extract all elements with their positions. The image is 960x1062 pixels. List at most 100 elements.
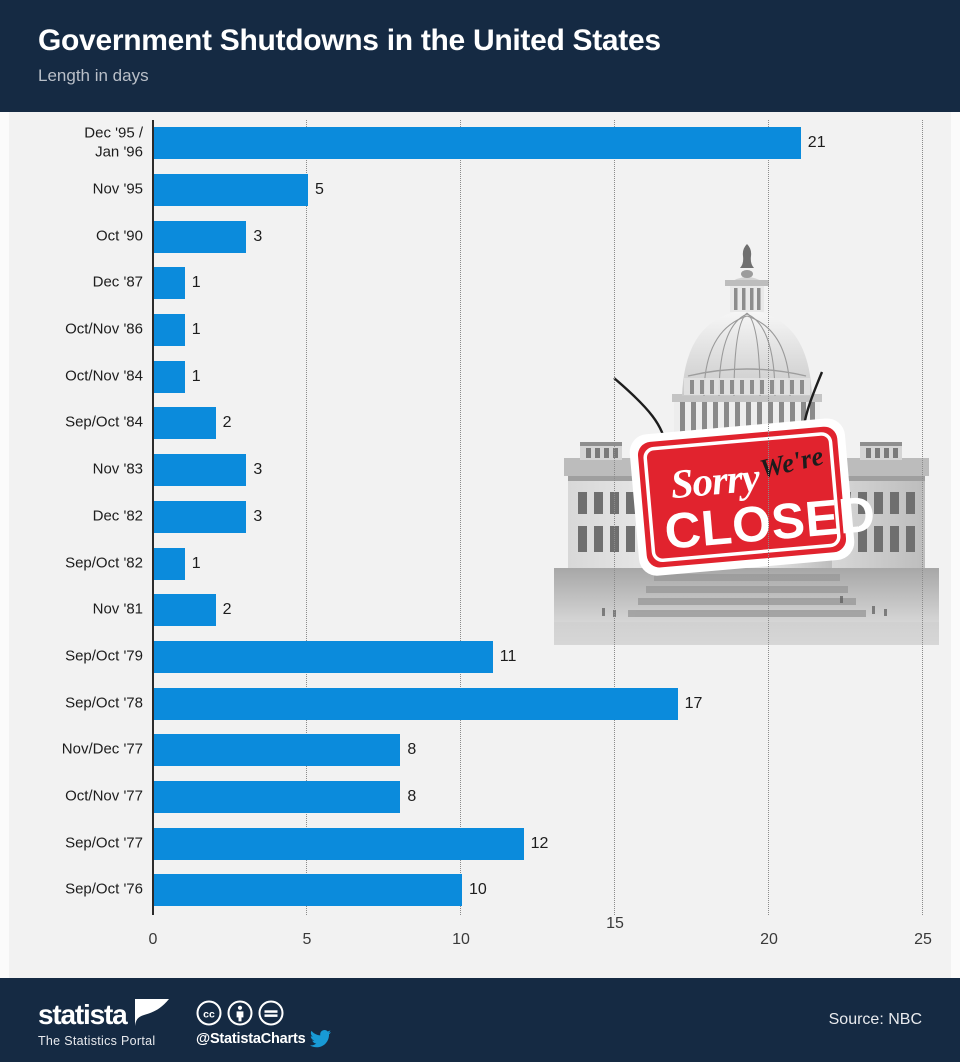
- statista-logo[interactable]: statista The Statistics Portal: [38, 999, 169, 1048]
- bar-value-label: 1: [191, 274, 201, 292]
- bar-row: Nov '81 2: [9, 587, 951, 634]
- gridline-25: [922, 120, 923, 915]
- footer-bar: statista The Statistics Portal cc: [0, 978, 960, 1062]
- x-tick-0: 0: [148, 931, 158, 948]
- license-block: cc @StatistaCharts: [196, 1000, 332, 1048]
- category-label: Oct/Nov '86: [65, 320, 143, 338]
- bar-value-label: 3: [253, 461, 263, 479]
- statista-s-mark: [134, 999, 169, 1031]
- bar[interactable]: [154, 500, 247, 533]
- cc-nd-icon[interactable]: [258, 1000, 284, 1026]
- bar-row: Sep/Oct '79 11: [9, 634, 951, 681]
- bar-value-label: 3: [253, 227, 263, 245]
- bar-with-value: 2: [154, 594, 232, 627]
- category-label: Sep/Oct '84: [65, 414, 143, 432]
- twitter-handle: @StatistaCharts: [196, 1031, 306, 1047]
- gridline-5: [306, 120, 307, 915]
- bar-value-label: 5: [315, 181, 324, 199]
- twitter-handle-row[interactable]: @StatistaCharts: [196, 1030, 332, 1048]
- bar-row: Oct/Nov '86 1: [9, 307, 951, 354]
- bar-row: Sep/Oct '76 10: [9, 867, 951, 914]
- header-bar: Government Shutdowns in the United State…: [0, 0, 960, 112]
- bar-with-value: 1: [154, 314, 201, 347]
- bar-rows: Dec '95 / Jan '96 21 Nov '95 5 Oct '90 3 Dec '…: [9, 120, 951, 915]
- bar[interactable]: [154, 174, 308, 207]
- bar[interactable]: [154, 314, 185, 347]
- bar[interactable]: [154, 547, 185, 580]
- category-label: Oct/Nov '84: [65, 367, 143, 385]
- bar-value-label: 1: [191, 554, 201, 572]
- bar[interactable]: [154, 827, 524, 860]
- source-label: Source: NBC: [828, 1011, 922, 1028]
- bar-value-label: 2: [222, 601, 232, 619]
- cc-by-icon[interactable]: [227, 1000, 253, 1026]
- gridline-15: [614, 120, 615, 915]
- bar-row: Sep/Oct '84 2: [9, 400, 951, 447]
- bar-value-label: 3: [253, 507, 263, 525]
- chart-body: Sorry We're CLOSED Dec '95 / Jan '96 21 No…: [9, 112, 951, 978]
- bar[interactable]: [154, 874, 462, 907]
- bar-with-value: 1: [154, 267, 201, 300]
- bar-chart-plot: Sorry We're CLOSED Dec '95 / Jan '96 21 No…: [9, 112, 951, 978]
- category-label: Nov '95: [92, 180, 143, 198]
- cc-icon[interactable]: cc: [196, 1000, 222, 1026]
- bar[interactable]: [154, 360, 185, 393]
- bar-value-label: 21: [807, 134, 826, 152]
- bar[interactable]: [154, 267, 185, 300]
- category-label: Oct/Nov '77: [65, 787, 143, 805]
- bar[interactable]: [154, 127, 801, 160]
- bar-with-value: 3: [154, 500, 263, 533]
- category-label: Nov '81: [92, 600, 143, 618]
- bar-value-label: 1: [191, 321, 201, 339]
- statista-wordmark: statista: [38, 999, 128, 1030]
- bar-row: Dec '87 1: [9, 260, 951, 307]
- category-label: Sep/Oct '82: [65, 554, 143, 572]
- category-label: Oct '90: [95, 227, 143, 245]
- bar-row: Dec '82 3: [9, 494, 951, 541]
- bar-row: Nov '83 3: [9, 447, 951, 494]
- bar[interactable]: [154, 780, 401, 813]
- bar-with-value: 3: [154, 454, 263, 487]
- bar-value-label: 11: [499, 647, 517, 665]
- bar[interactable]: [154, 220, 247, 253]
- bar-with-value: 10: [154, 874, 487, 907]
- bar-value-label: 1: [191, 367, 201, 385]
- bar-value-label: 8: [407, 741, 417, 759]
- bar[interactable]: [154, 594, 216, 627]
- page-subtitle: Length in days: [38, 66, 149, 85]
- bar[interactable]: [154, 687, 678, 720]
- x-tick-20: 20: [760, 931, 778, 948]
- bar-with-value: 5: [154, 174, 324, 207]
- x-tick-5: 5: [302, 931, 312, 948]
- bar-row: Oct '90 3: [9, 213, 951, 260]
- category-label: Sep/Oct '76: [65, 880, 143, 898]
- x-tick-10: 10: [452, 931, 470, 948]
- bar-with-value: 8: [154, 780, 416, 813]
- twitter-bird-icon[interactable]: [310, 1030, 332, 1048]
- category-label: Sep/Oct '77: [65, 834, 143, 852]
- category-label: Nov/Dec '77: [61, 740, 143, 758]
- bar-row: Sep/Oct '82 1: [9, 540, 951, 587]
- bar[interactable]: [154, 454, 247, 487]
- bar-with-value: 8: [154, 734, 417, 767]
- bar-row: Sep/Oct '78 17: [9, 680, 951, 727]
- bar-with-value: 1: [154, 547, 201, 580]
- x-tick-25: 25: [914, 931, 932, 948]
- bar[interactable]: [154, 734, 401, 767]
- x-axis: 0 5 10 15 20 25: [9, 915, 951, 965]
- category-label: Dec '87: [92, 274, 143, 292]
- bar-row: Nov '95 5: [9, 167, 951, 214]
- bar[interactable]: [154, 640, 493, 673]
- gridline-10: [460, 120, 461, 915]
- bar-value-label: 12: [530, 834, 549, 852]
- bar-with-value: 1: [154, 360, 201, 393]
- bar-with-value: 2: [154, 407, 232, 440]
- category-label: Sep/Oct '78: [65, 694, 143, 712]
- cc-icon-group: cc: [196, 1000, 331, 1026]
- category-label: Dec '95 / Jan '96: [84, 124, 143, 161]
- x-tick-15: 15: [606, 915, 624, 932]
- bar[interactable]: [154, 407, 216, 440]
- bar-value-label: 2: [222, 414, 232, 432]
- bar-with-value: 11: [154, 640, 517, 673]
